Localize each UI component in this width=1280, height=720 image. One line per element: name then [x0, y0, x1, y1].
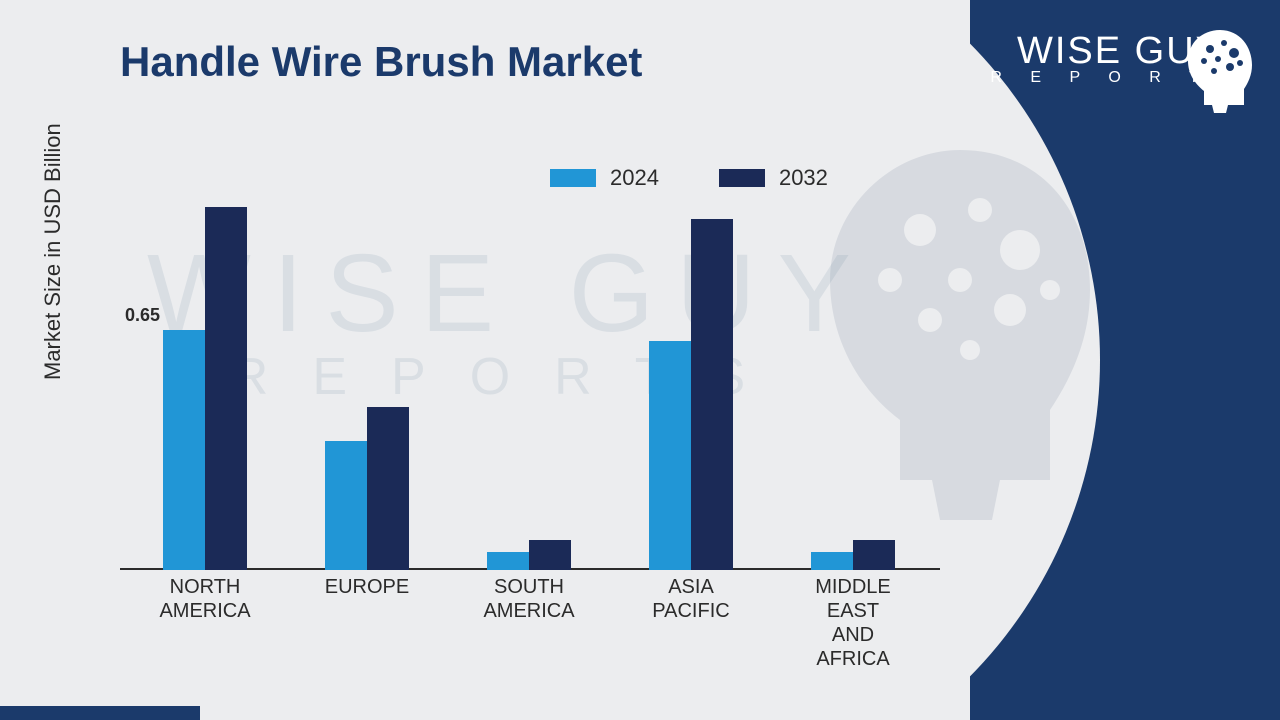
bar-group — [454, 540, 604, 570]
bar — [487, 552, 529, 571]
bottom-accent-bar — [0, 706, 200, 720]
legend: 2024 2032 — [550, 165, 828, 191]
bar-group — [292, 407, 442, 570]
bar — [811, 552, 853, 571]
x-axis-label: NORTH AMERICA — [130, 575, 280, 623]
y-axis-label: Market Size in USD Billion — [40, 123, 66, 380]
bar — [205, 207, 247, 570]
bar — [529, 540, 571, 570]
brand-logo: WISE GUY R E P O R T S — [990, 30, 1250, 87]
chart-title: Handle Wire Brush Market — [120, 38, 642, 86]
bar — [325, 441, 367, 571]
bar-group — [778, 540, 928, 570]
legend-label-2024: 2024 — [610, 165, 659, 191]
x-axis-label: EUROPE — [292, 575, 442, 599]
x-axis-labels: NORTH AMERICA EUROPE SOUTH AMERICAASIA PAC… — [120, 575, 940, 695]
legend-label-2032: 2032 — [779, 165, 828, 191]
x-axis-label: MIDDLE EAST AND AFRICA — [778, 575, 928, 671]
legend-item-2032: 2032 — [719, 165, 828, 191]
bar-group — [616, 219, 766, 571]
bar — [163, 330, 205, 571]
legend-swatch-2024 — [550, 169, 596, 187]
x-axis-label: SOUTH AMERICA — [454, 575, 604, 623]
legend-swatch-2032 — [719, 169, 765, 187]
bar — [853, 540, 895, 570]
brand-head-icon — [1180, 25, 1260, 115]
bar-group: 0.65 — [130, 207, 280, 570]
plot-area: 0.65 — [120, 200, 940, 570]
bar — [691, 219, 733, 571]
bar — [367, 407, 409, 570]
bar-value-label: 0.65 — [125, 305, 160, 326]
bar — [649, 341, 691, 570]
legend-item-2024: 2024 — [550, 165, 659, 191]
x-axis-label: ASIA PACIFIC — [616, 575, 766, 623]
